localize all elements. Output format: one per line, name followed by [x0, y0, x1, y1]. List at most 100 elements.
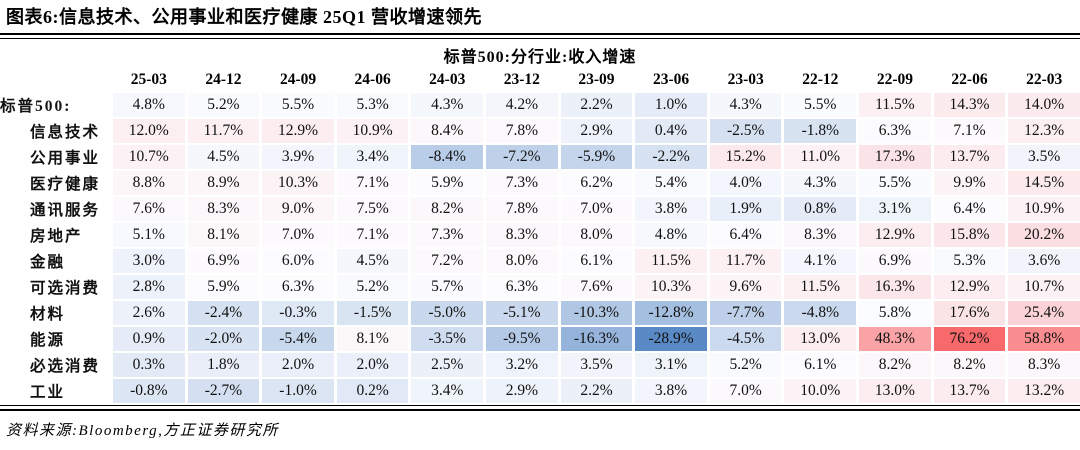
value-cell: 7.1% — [933, 118, 1006, 143]
value-cell: 7.0% — [709, 378, 782, 403]
value-cell: 12.9% — [933, 274, 1006, 299]
value-cell: 3.1% — [859, 196, 931, 221]
column-header: 22-12 — [802, 70, 839, 88]
value-cell: 4.8% — [635, 222, 707, 247]
value-cell: 5.5% — [262, 92, 334, 117]
value-cell: 3.9% — [262, 144, 334, 169]
value-cell: 0.4% — [635, 118, 707, 143]
value-cell: 7.8% — [486, 196, 558, 221]
table-row: 医疗健康 8.8% 8.9% 10.3% 7.1% 5.9% 7.3% 6.2% 5.4% 4.0… — [0, 170, 1080, 195]
value-cell: 8.1% — [336, 326, 409, 351]
value-cell: 5.2% — [709, 352, 782, 377]
value-cell: 8.8% — [113, 170, 185, 195]
value-cell: 5.1% — [113, 222, 185, 247]
value-cell: 11.5% — [784, 274, 857, 299]
value-cell: 10.3% — [262, 170, 334, 195]
value-cell: 8.9% — [187, 170, 260, 195]
value-cell: -5.4% — [262, 326, 334, 351]
value-cell: 3.1% — [635, 352, 707, 377]
top-rule — [0, 32, 1080, 39]
value-cell: 13.0% — [859, 378, 931, 403]
value-cell: 6.3% — [486, 274, 558, 299]
value-cell: 5.5% — [784, 92, 857, 117]
value-cell: 4.8% — [113, 92, 185, 117]
value-cell: 1.0% — [635, 92, 707, 117]
value-cell: 7.3% — [411, 222, 484, 247]
value-cell: 8.2% — [411, 196, 484, 221]
header-row: 25-03 24-12 24-09 24-06 24-03 23-12 23-09 23-06… — [0, 69, 1080, 91]
column-header: 25-03 — [130, 70, 167, 88]
value-cell: 0.9% — [113, 326, 185, 351]
value-cell: -7.2% — [486, 144, 558, 169]
value-cell: 6.0% — [262, 248, 334, 273]
value-cell: -5.9% — [560, 144, 633, 169]
value-cell: -1.0% — [262, 378, 334, 403]
value-cell: 7.5% — [336, 196, 409, 221]
value-cell: 2.9% — [560, 118, 633, 143]
table-row: 材料 2.6% -2.4% -0.3% -1.5% -5.0% -5.1% -10.3% -12… — [0, 300, 1080, 325]
value-cell: 3.6% — [1008, 248, 1080, 273]
value-cell: 5.8% — [859, 300, 931, 325]
value-cell: 2.0% — [262, 352, 334, 377]
value-cell: 4.2% — [486, 92, 558, 117]
value-cell: 7.2% — [411, 248, 484, 273]
value-cell: 4.5% — [336, 248, 409, 273]
row-label: 通讯服务 — [30, 201, 101, 219]
value-cell: 4.0% — [709, 170, 782, 195]
row-label: 必选消费 — [30, 357, 101, 375]
value-cell: 10.9% — [1008, 196, 1080, 221]
value-cell: 3.2% — [486, 352, 558, 377]
value-cell: 6.3% — [262, 274, 334, 299]
row-label: 信息技术 — [30, 123, 101, 141]
value-cell: 3.8% — [635, 378, 707, 403]
value-cell: 16.3% — [859, 274, 931, 299]
value-cell: -5.1% — [486, 300, 558, 325]
value-cell: 2.9% — [486, 378, 558, 403]
value-cell: 10.3% — [635, 274, 707, 299]
value-cell: -8.4% — [411, 144, 484, 169]
value-cell: 13.0% — [784, 326, 857, 351]
value-cell: 14.3% — [933, 92, 1006, 117]
value-cell: -0.8% — [113, 378, 185, 403]
value-cell: 3.8% — [635, 196, 707, 221]
table-row: 通讯服务 7.6% 8.3% 9.0% 7.5% 8.2% 7.8% 7.0% 3.8% 1.9%… — [0, 196, 1080, 221]
value-cell: -12.8% — [635, 300, 707, 325]
column-header: 22-03 — [1026, 70, 1063, 88]
column-header: 23-06 — [652, 70, 690, 88]
row-label: 能源 — [30, 331, 66, 349]
table-row: 金融 3.0% 6.9% 6.0% 4.5% 7.2% 8.0% 6.1% 11.5% 11.7%… — [0, 248, 1080, 273]
value-cell: 5.2% — [187, 92, 260, 117]
value-cell: -0.3% — [262, 300, 334, 325]
column-header: 24-06 — [354, 70, 391, 88]
value-cell: 10.0% — [784, 378, 857, 403]
value-cell: 0.2% — [336, 378, 409, 403]
row-label: 工业 — [30, 383, 66, 401]
value-cell: 8.3% — [187, 196, 260, 221]
value-cell: -5.0% — [411, 300, 484, 325]
value-cell: 2.0% — [336, 352, 409, 377]
value-cell: -16.3% — [560, 326, 633, 351]
table-caption: 标普500:分行业:收入增速 — [443, 48, 637, 66]
value-cell: 4.5% — [187, 144, 260, 169]
value-cell: 0.8% — [784, 196, 857, 221]
row-label: 公用事业 — [30, 149, 101, 167]
column-header: 24-09 — [279, 70, 317, 88]
column-header: 22-06 — [951, 70, 988, 88]
value-cell: 9.9% — [933, 170, 1006, 195]
table-row: 可选消费 2.8% 5.9% 6.3% 5.2% 5.7% 6.3% 7.6% 10.3% 9.6… — [0, 274, 1080, 299]
value-cell: -28.9% — [635, 326, 707, 351]
value-cell: 11.5% — [635, 248, 707, 273]
value-cell: 5.3% — [336, 92, 409, 117]
row-label: 标普500: — [0, 97, 72, 115]
value-cell: 5.4% — [635, 170, 707, 195]
table-row: 能源 0.9% -2.0% -5.4% 8.1% -3.5% -9.5% -16.3% -28.… — [0, 326, 1080, 351]
value-cell: 3.0% — [113, 248, 185, 273]
value-cell: 6.3% — [859, 118, 931, 143]
value-cell: 7.6% — [113, 196, 185, 221]
value-cell: -2.0% — [187, 326, 260, 351]
value-cell: 48.3% — [859, 326, 931, 351]
value-cell: -4.5% — [709, 326, 782, 351]
value-cell: 9.0% — [262, 196, 334, 221]
value-cell: 8.1% — [187, 222, 260, 247]
